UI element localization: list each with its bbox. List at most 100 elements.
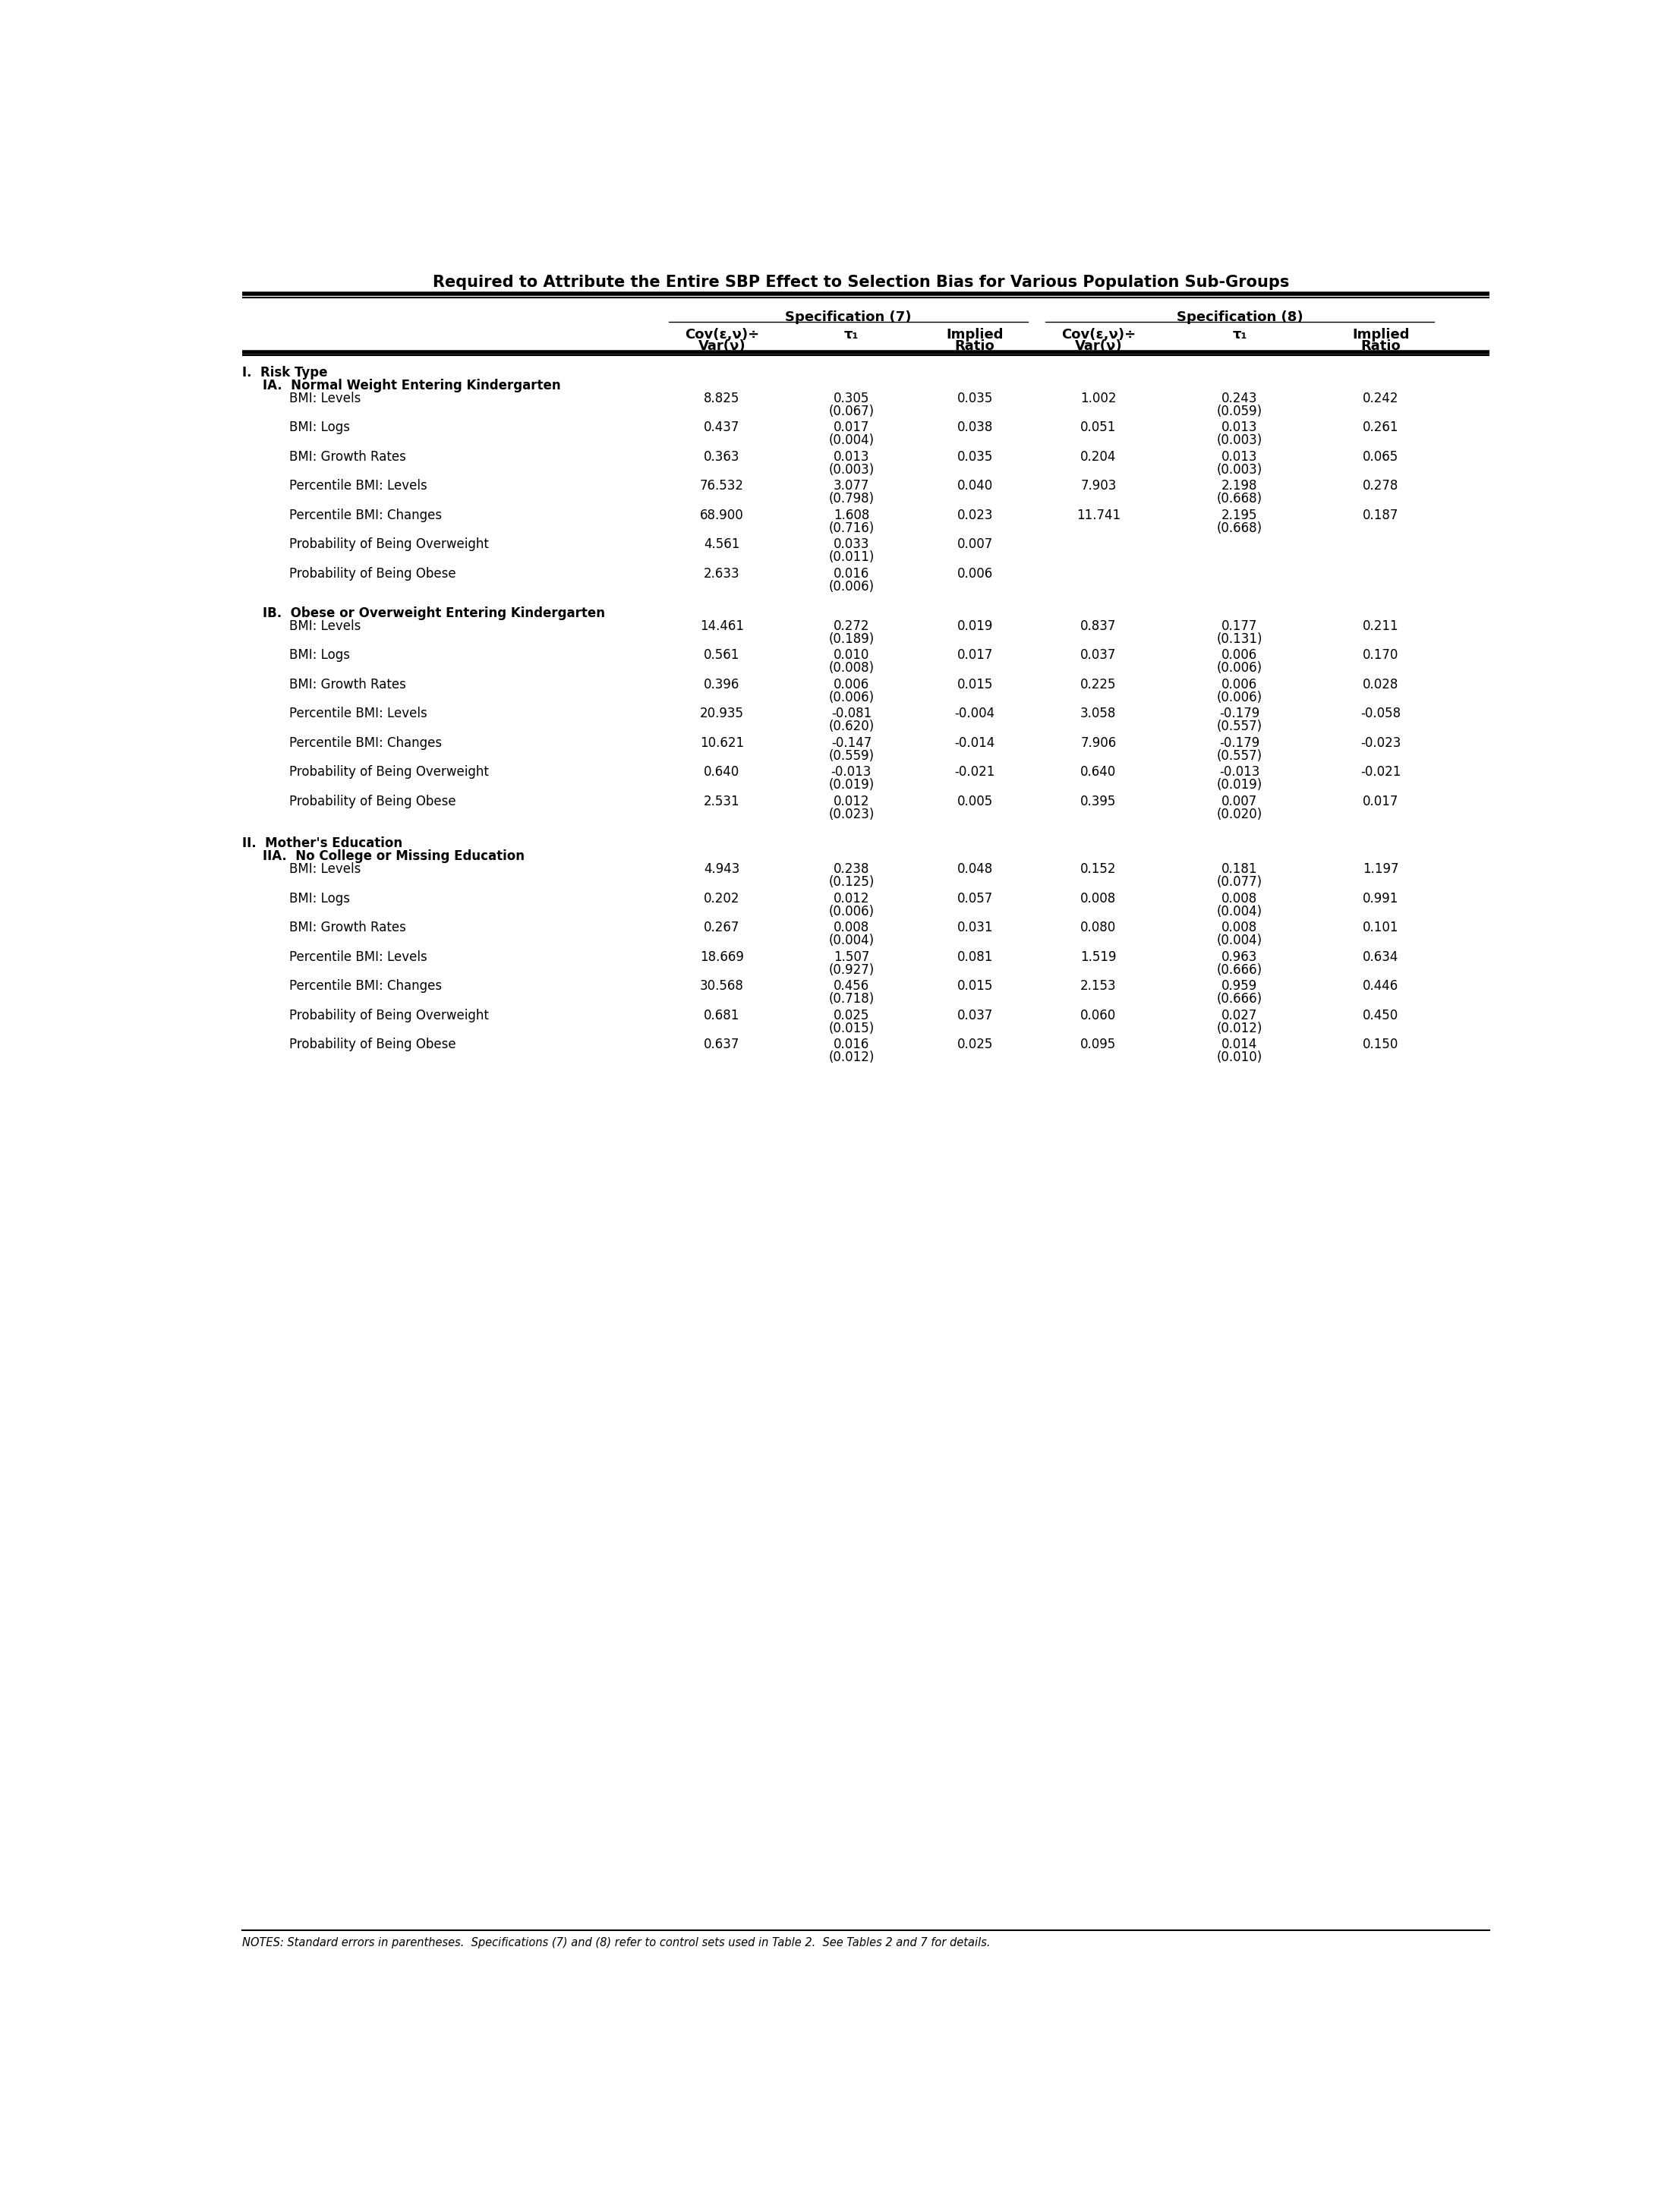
Text: 1.197: 1.197 xyxy=(1362,862,1399,875)
Text: (0.668): (0.668) xyxy=(1216,492,1262,505)
Text: 0.035: 0.035 xyxy=(958,392,993,406)
Text: (0.004): (0.004) xyxy=(1216,904,1262,917)
Text: (0.010): (0.010) xyxy=(1216,1052,1262,1065)
Text: Specification (7): Specification (7) xyxy=(785,311,912,324)
Text: (0.008): (0.008) xyxy=(828,662,874,675)
Text: (0.003): (0.003) xyxy=(1216,463,1262,476)
Text: 0.561: 0.561 xyxy=(704,648,739,662)
Text: 1.608: 1.608 xyxy=(833,509,869,523)
Text: 0.204: 0.204 xyxy=(1080,450,1117,463)
Text: 0.681: 0.681 xyxy=(704,1008,739,1023)
Text: 0.031: 0.031 xyxy=(958,922,993,935)
Text: -0.013: -0.013 xyxy=(1220,765,1260,778)
Text: 0.033: 0.033 xyxy=(833,538,869,551)
Text: 30.568: 30.568 xyxy=(701,979,744,992)
Text: 0.065: 0.065 xyxy=(1362,450,1399,463)
Text: 0.959: 0.959 xyxy=(1221,979,1258,992)
Text: 0.013: 0.013 xyxy=(1221,421,1258,434)
Text: 0.080: 0.080 xyxy=(1080,922,1116,935)
Text: Cov(ε,ν)÷: Cov(ε,ν)÷ xyxy=(1062,329,1136,342)
Text: 0.015: 0.015 xyxy=(958,979,993,992)
Text: -0.014: -0.014 xyxy=(954,736,995,750)
Text: 2.153: 2.153 xyxy=(1080,979,1117,992)
Text: -0.147: -0.147 xyxy=(832,736,872,750)
Text: 0.637: 0.637 xyxy=(704,1039,739,1052)
Text: 0.027: 0.027 xyxy=(1221,1008,1258,1023)
Text: 0.211: 0.211 xyxy=(1362,620,1399,633)
Text: BMI: Growth Rates: BMI: Growth Rates xyxy=(289,677,407,692)
Text: 0.017: 0.017 xyxy=(958,648,993,662)
Text: 0.007: 0.007 xyxy=(1221,794,1258,809)
Text: 0.081: 0.081 xyxy=(958,950,993,964)
Text: NOTES: Standard errors in parentheses.  Specifications (7) and (8) refer to cont: NOTES: Standard errors in parentheses. S… xyxy=(242,1938,991,1949)
Text: 0.017: 0.017 xyxy=(1362,794,1399,809)
Text: (0.003): (0.003) xyxy=(1216,434,1262,448)
Text: Implied: Implied xyxy=(1352,329,1410,342)
Text: 0.095: 0.095 xyxy=(1080,1039,1116,1052)
Text: (0.131): (0.131) xyxy=(1216,633,1263,646)
Text: Var(ν): Var(ν) xyxy=(699,340,746,353)
Text: BMI: Logs: BMI: Logs xyxy=(289,891,349,906)
Text: Ratio: Ratio xyxy=(954,340,995,353)
Text: Probability of Being Obese: Probability of Being Obese xyxy=(289,567,457,580)
Text: 0.015: 0.015 xyxy=(958,677,993,692)
Text: 7.903: 7.903 xyxy=(1080,478,1117,492)
Text: Percentile BMI: Levels: Percentile BMI: Levels xyxy=(289,708,427,721)
Text: 0.437: 0.437 xyxy=(704,421,739,434)
Text: IA.  Normal Weight Entering Kindergarten: IA. Normal Weight Entering Kindergarten xyxy=(264,379,561,392)
Text: -0.179: -0.179 xyxy=(1220,736,1260,750)
Text: 0.014: 0.014 xyxy=(1221,1039,1258,1052)
Text: 0.272: 0.272 xyxy=(833,620,869,633)
Text: 10.621: 10.621 xyxy=(701,736,744,750)
Text: 2.531: 2.531 xyxy=(704,794,739,809)
Text: (0.006): (0.006) xyxy=(828,580,874,593)
Text: (0.011): (0.011) xyxy=(828,551,874,564)
Text: -0.179: -0.179 xyxy=(1220,708,1260,721)
Text: (0.125): (0.125) xyxy=(828,875,874,889)
Text: 0.025: 0.025 xyxy=(958,1039,993,1052)
Text: (0.620): (0.620) xyxy=(828,719,874,734)
Text: (0.006): (0.006) xyxy=(1216,662,1262,675)
Text: (0.015): (0.015) xyxy=(828,1021,874,1034)
Text: (0.557): (0.557) xyxy=(1216,719,1262,734)
Text: (0.927): (0.927) xyxy=(828,964,874,977)
Text: (0.006): (0.006) xyxy=(828,904,874,917)
Text: 11.741: 11.741 xyxy=(1077,509,1121,523)
Text: 0.242: 0.242 xyxy=(1362,392,1399,406)
Text: 14.461: 14.461 xyxy=(701,620,744,633)
Text: (0.718): (0.718) xyxy=(828,992,874,1005)
Text: Probability of Being Obese: Probability of Being Obese xyxy=(289,794,457,809)
Text: 0.007: 0.007 xyxy=(958,538,993,551)
Text: 0.016: 0.016 xyxy=(833,1039,869,1052)
Text: Percentile BMI: Changes: Percentile BMI: Changes xyxy=(289,979,442,992)
Text: Percentile BMI: Changes: Percentile BMI: Changes xyxy=(289,736,442,750)
Text: 0.012: 0.012 xyxy=(833,794,869,809)
Text: (0.557): (0.557) xyxy=(1216,750,1262,763)
Text: 8.825: 8.825 xyxy=(704,392,739,406)
Text: 0.060: 0.060 xyxy=(1080,1008,1116,1023)
Text: 3.077: 3.077 xyxy=(833,478,869,492)
Text: 18.669: 18.669 xyxy=(701,950,744,964)
Text: 0.048: 0.048 xyxy=(958,862,993,875)
Text: 0.170: 0.170 xyxy=(1362,648,1399,662)
Text: Cov(ε,ν)÷: Cov(ε,ν)÷ xyxy=(685,329,759,342)
Text: Var(ν): Var(ν) xyxy=(1075,340,1122,353)
Text: Percentile BMI: Changes: Percentile BMI: Changes xyxy=(289,509,442,523)
Text: 4.943: 4.943 xyxy=(704,862,739,875)
Text: (0.019): (0.019) xyxy=(1216,778,1262,792)
Text: (0.006): (0.006) xyxy=(1216,690,1262,703)
Text: BMI: Levels: BMI: Levels xyxy=(289,862,361,875)
Text: (0.012): (0.012) xyxy=(1216,1021,1262,1034)
Text: -0.021: -0.021 xyxy=(1361,765,1401,778)
Text: Implied: Implied xyxy=(946,329,1003,342)
Text: (0.004): (0.004) xyxy=(1216,933,1262,948)
Text: 0.640: 0.640 xyxy=(1080,765,1116,778)
Text: (0.666): (0.666) xyxy=(1216,992,1262,1005)
Text: BMI: Logs: BMI: Logs xyxy=(289,648,349,662)
Text: 20.935: 20.935 xyxy=(701,708,744,721)
Text: 0.040: 0.040 xyxy=(958,478,993,492)
Text: (0.189): (0.189) xyxy=(828,633,874,646)
Text: 68.900: 68.900 xyxy=(701,509,744,523)
Text: 0.363: 0.363 xyxy=(704,450,739,463)
Text: BMI: Growth Rates: BMI: Growth Rates xyxy=(289,450,407,463)
